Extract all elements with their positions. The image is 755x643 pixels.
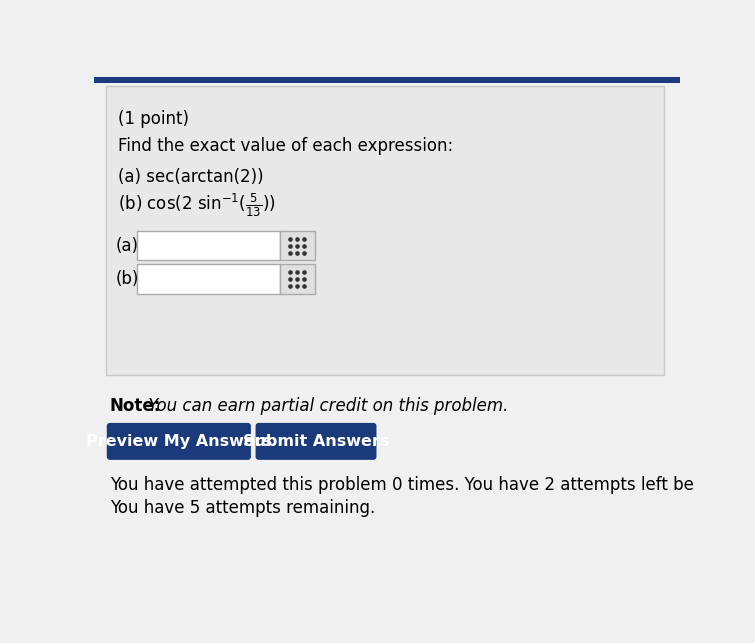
FancyBboxPatch shape (106, 86, 664, 375)
Text: Submit Answers: Submit Answers (243, 434, 390, 449)
FancyBboxPatch shape (280, 264, 316, 294)
Text: (b) cos(2 sin$^{-1}$($\frac{5}{13}$)): (b) cos(2 sin$^{-1}$($\frac{5}{13}$)) (118, 191, 276, 219)
Text: (a): (a) (116, 237, 139, 255)
Text: You have 5 attempts remaining.: You have 5 attempts remaining. (110, 499, 375, 517)
FancyBboxPatch shape (137, 264, 280, 294)
Text: (b): (b) (116, 270, 140, 288)
Text: You can earn partial credit on this problem.: You can earn partial credit on this prob… (143, 397, 509, 415)
FancyBboxPatch shape (137, 231, 280, 260)
Text: You have attempted this problem 0 times. You have 2 attempts left be: You have attempted this problem 0 times.… (110, 476, 694, 494)
Text: (1 point): (1 point) (118, 109, 189, 127)
Text: Find the exact value of each expression:: Find the exact value of each expression: (118, 137, 453, 155)
Text: (a) sec(arctan(2)): (a) sec(arctan(2)) (118, 168, 263, 186)
FancyBboxPatch shape (94, 77, 680, 84)
FancyBboxPatch shape (256, 423, 377, 460)
Text: Preview My Answers: Preview My Answers (86, 434, 272, 449)
Text: Note:: Note: (110, 397, 162, 415)
FancyBboxPatch shape (106, 423, 251, 460)
FancyBboxPatch shape (280, 231, 316, 260)
